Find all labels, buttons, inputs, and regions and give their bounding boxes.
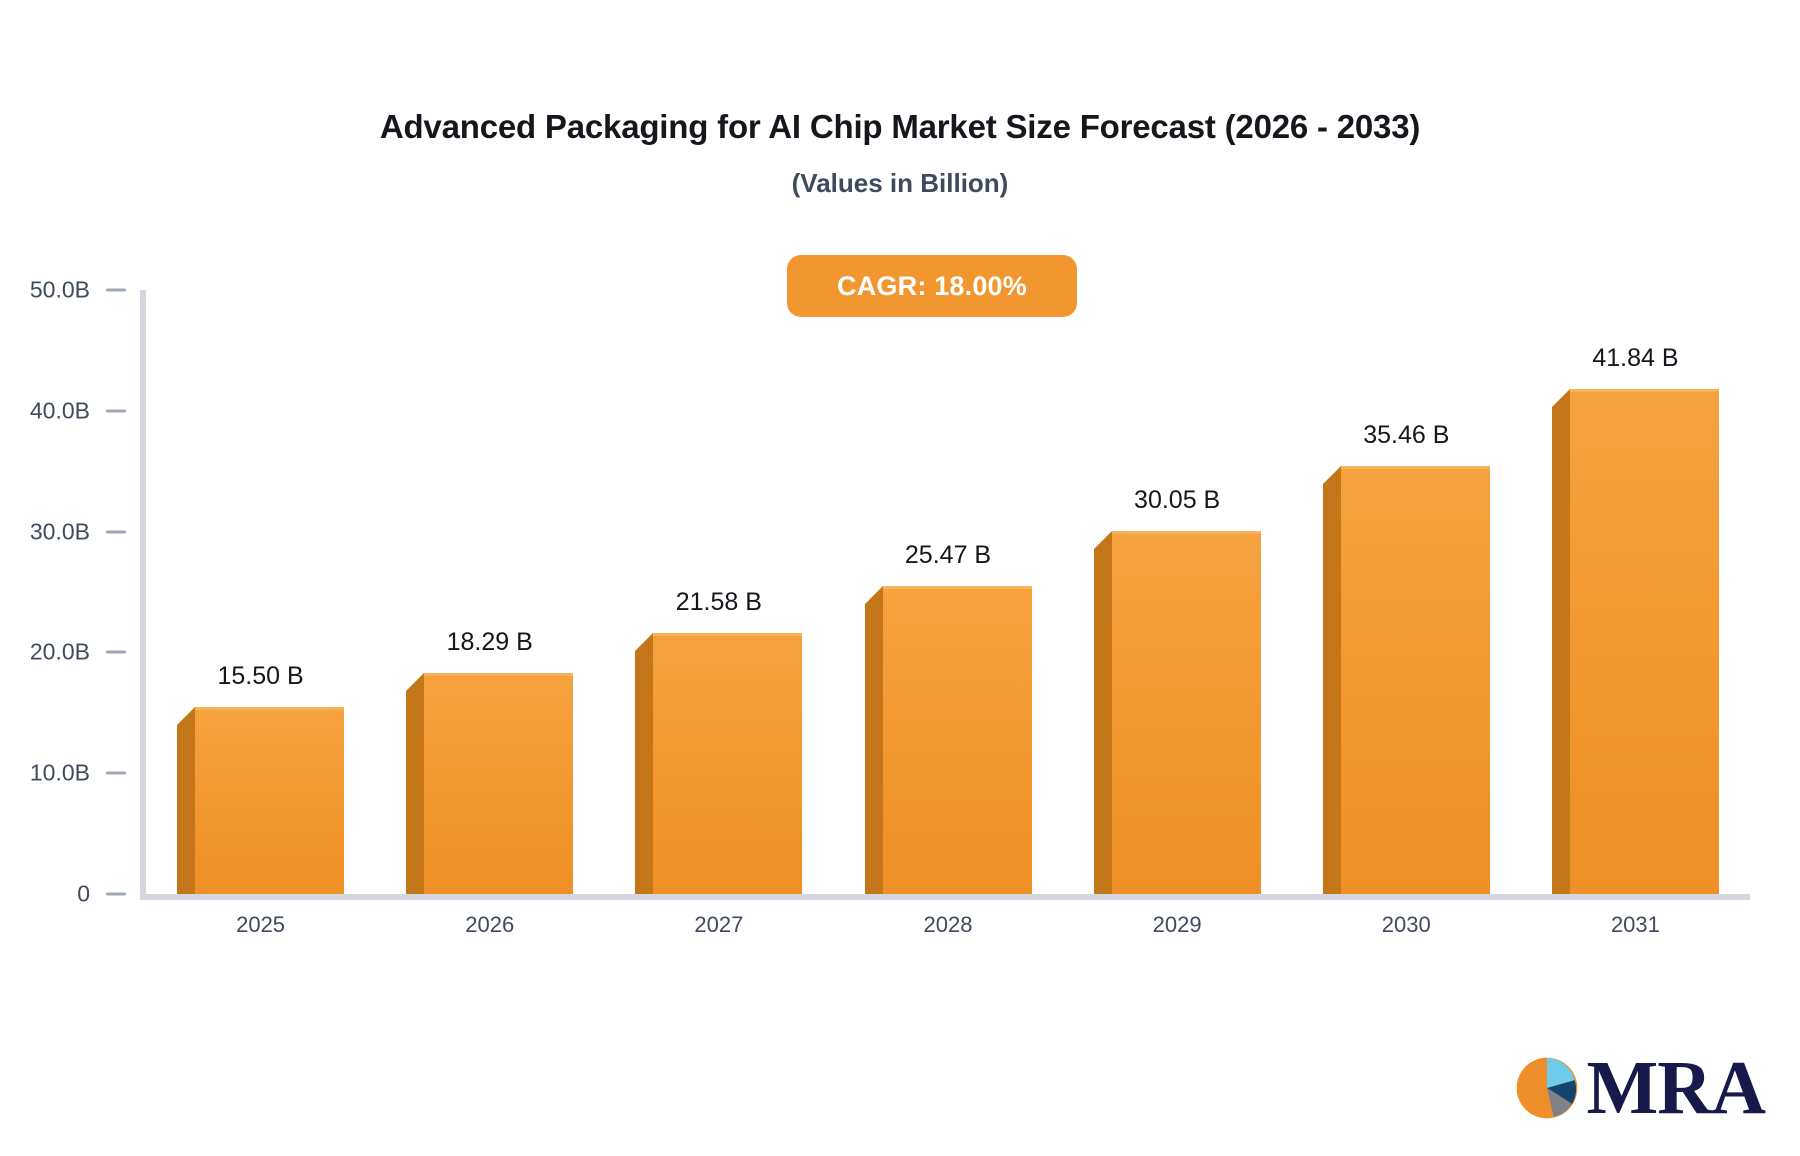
cagr-badge-label: CAGR: 18.00% (837, 270, 1027, 301)
bar-series: 15.50 B 18.29 B 21.58 B 25.47 B 30.05 B 35.46… (146, 290, 1750, 894)
plot-area: 0 10.0B 20.0B 30.0B 40.0B 50.0B 15.50 B 18.29 … (30, 277, 1750, 907)
bar[interactable] (635, 633, 803, 894)
bar-value-label: 21.58 B (675, 588, 762, 617)
bar-side-bevel (1322, 465, 1341, 484)
y-axis-tick-label: 50.0B (29, 276, 90, 303)
bar-value-label: 18.29 B (446, 628, 533, 657)
cagr-badge: CAGR: 18.00% (787, 255, 1077, 317)
x-axis-tick-label: 2027 (694, 912, 744, 937)
y-axis-tick-dash (106, 771, 126, 775)
y-axis-tick-dash (106, 892, 126, 896)
bar-value-label: 25.47 B (904, 541, 992, 570)
bar[interactable] (406, 673, 574, 894)
bar-value-label: 30.05 B (1134, 486, 1221, 514)
bar[interactable] (1322, 465, 1490, 894)
bar-front-face (653, 633, 803, 894)
bar-side-bevel (1093, 531, 1112, 549)
bar-side-face (864, 604, 883, 894)
page-title: Advanced Packaging for AI Chip Market Si… (379, 108, 1421, 145)
bar-group[interactable]: 35.46 B (1322, 290, 1490, 894)
y-axis-tick-dash (106, 288, 126, 292)
bar-front-face (1111, 531, 1261, 894)
bar-front-face (882, 586, 1032, 894)
bar-front-face (424, 673, 574, 894)
y-axis-tick-label: 30.0B (29, 518, 90, 545)
bar-side-bevel (635, 633, 654, 652)
y-axis-tick: 20.0B (0, 639, 140, 666)
bar-side-face (635, 651, 654, 894)
x-axis-tick-label: 2029 (1152, 912, 1202, 937)
y-axis-tick-label: 0 (77, 880, 90, 907)
y-axis-tick-label: 40.0B (29, 397, 90, 424)
mra-logo: MRA (1514, 1046, 1766, 1130)
bar-front-face (1340, 465, 1490, 894)
y-axis-tick: 50.0B (0, 277, 140, 304)
bar-front-face (1569, 388, 1719, 894)
bar-group[interactable]: 25.47 B (864, 290, 1032, 894)
bar-front-face (195, 706, 345, 894)
y-axis-tick: 10.0B (0, 760, 140, 787)
x-axis-tick-label: 2031 (1610, 912, 1660, 937)
bar-side-face (1551, 406, 1570, 894)
bar-group[interactable]: 18.29 B (406, 290, 574, 894)
bar-side-face (1322, 483, 1341, 894)
bar-value-label: 35.46 B (1363, 420, 1450, 449)
x-axis-tick-label: 2025 (236, 912, 286, 937)
bar-side-bevel (177, 706, 196, 725)
y-axis-line (140, 290, 146, 894)
bar-group[interactable]: 30.05 B (1093, 290, 1261, 894)
x-axis-tick-label: 2030 (1381, 912, 1431, 937)
bar-group[interactable]: 15.50 B (177, 290, 345, 894)
bar-value-label: 15.50 B (217, 661, 304, 690)
y-axis-tick: 40.0B (0, 397, 140, 424)
bar-side-face (177, 724, 196, 894)
bar-side-bevel (864, 586, 883, 605)
x-axis-tick-label: 2028 (923, 912, 973, 937)
pie-chart-logo-icon (1517, 1057, 1578, 1119)
x-axis-tick-label: 2026 (465, 912, 515, 937)
bar-side-face (406, 691, 425, 894)
bar-side-bevel (1551, 388, 1570, 407)
bar[interactable] (864, 586, 1032, 894)
bar[interactable] (1551, 388, 1719, 894)
bar-value-label: 41.84 B (1592, 343, 1679, 372)
bar-side-bevel (406, 673, 425, 692)
y-axis-tick-dash (106, 530, 126, 534)
y-axis-tick-dash (106, 650, 126, 654)
x-axis-line (140, 894, 1750, 900)
logo-wordmark: MRA (1586, 1046, 1766, 1130)
bar-side-face (1093, 549, 1112, 894)
y-axis-tick-dash (106, 409, 126, 413)
y-axis-tick-label: 20.0B (29, 638, 90, 665)
bar-group[interactable]: 41.84 B (1551, 290, 1719, 894)
bar-group[interactable]: 21.58 B (635, 290, 803, 894)
y-axis-tick: 30.0B (0, 518, 140, 545)
page-subtitle: (Values in Billion) (791, 168, 1009, 198)
bar[interactable] (1093, 531, 1261, 894)
y-axis-tick-label: 10.0B (29, 759, 90, 786)
bar[interactable] (177, 706, 345, 894)
y-axis-tick: 0 (0, 881, 140, 908)
